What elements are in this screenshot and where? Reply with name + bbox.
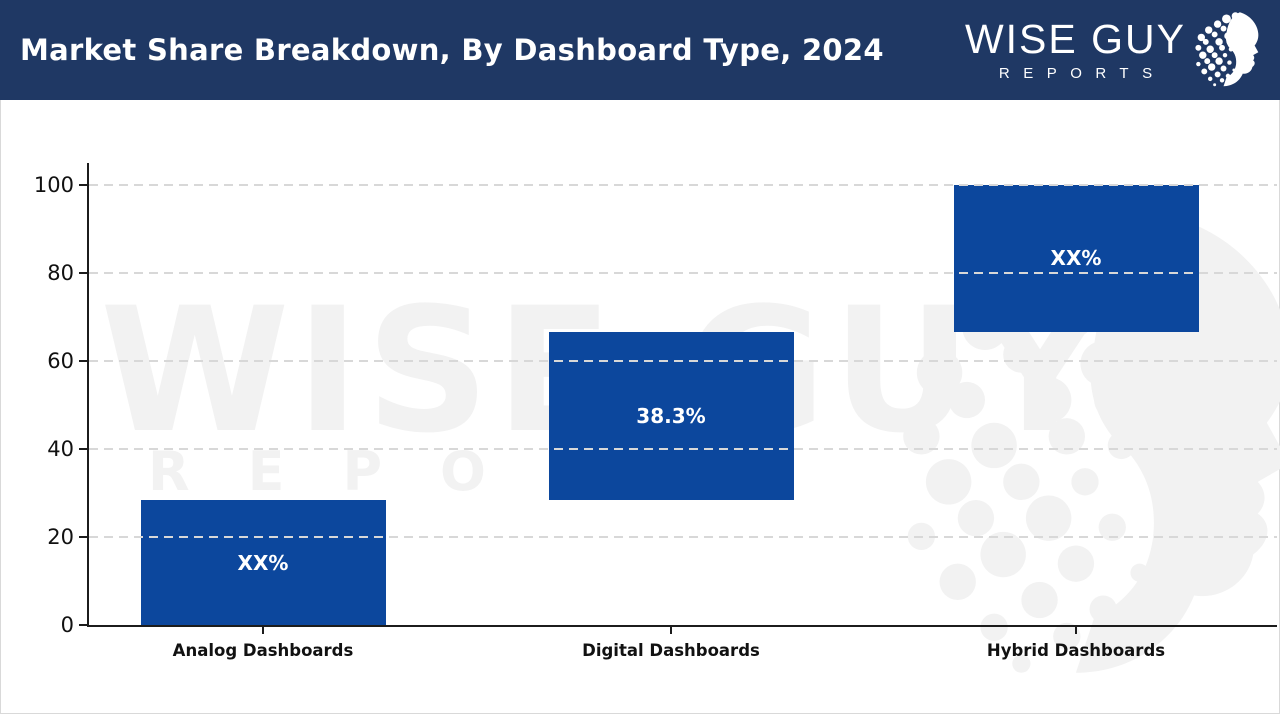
logo-subtitle: REPORTS: [998, 64, 1166, 82]
x-category-label: Hybrid Dashboards: [986, 641, 1166, 660]
x-tick-mark: [670, 627, 672, 634]
y-tick-label: 0: [60, 613, 74, 637]
logo-wordmark: WISE GUY: [964, 15, 1186, 62]
x-category-label: Digital Dashboards: [582, 641, 760, 660]
y-tick-mark: [79, 536, 87, 538]
wiseguy-logo: WISE GUY REPORTS: [965, 8, 1262, 92]
bar-value-label: XX%: [237, 550, 289, 575]
bar-segment: [953, 185, 1199, 332]
gridline: [89, 272, 1277, 274]
bar-value-label: XX%: [1050, 246, 1102, 271]
wiseguy-face-icon: [1195, 12, 1259, 87]
bar-segment: [548, 331, 794, 501]
gridline: [89, 536, 1277, 538]
header-bar: Market Share Breakdown, By Dashboard Typ…: [0, 0, 1280, 100]
bar-value-label: 38.3%: [636, 403, 706, 428]
y-tick-mark: [79, 360, 87, 362]
x-category-label: Analog Dashboards: [172, 641, 354, 660]
x-tick-mark: [262, 627, 264, 634]
y-tick-mark: [79, 448, 87, 450]
y-tick-mark: [79, 272, 87, 274]
y-tick-mark: [79, 624, 87, 626]
gridline: [89, 360, 1277, 362]
x-tick-mark: [1075, 627, 1077, 634]
gridline: [89, 448, 1277, 450]
y-tick-label: 40: [47, 437, 74, 461]
wiseguy-logo-text: WISE GUY REPORTS: [964, 15, 1186, 82]
y-axis-line: [87, 163, 89, 627]
x-axis-line: [87, 625, 1277, 627]
gridline: [89, 184, 1277, 186]
y-tick-mark: [79, 184, 87, 186]
bar-segment: [140, 500, 386, 625]
y-tick-label: 20: [47, 525, 74, 549]
y-tick-label: 80: [47, 261, 74, 285]
y-tick-label: 100: [33, 173, 74, 197]
y-tick-label: 60: [47, 349, 74, 373]
page-title: Market Share Breakdown, By Dashboard Typ…: [20, 33, 884, 67]
